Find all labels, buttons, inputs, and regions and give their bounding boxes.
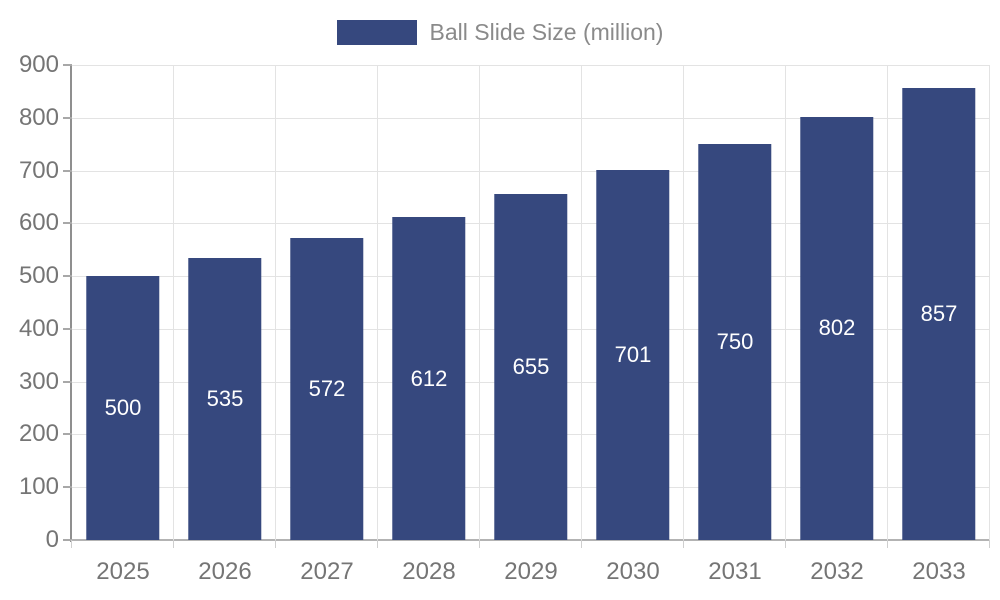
v-gridline <box>682 65 684 540</box>
y-axis-tick-label: 200 <box>18 420 59 448</box>
x-tick-mark <box>989 540 990 548</box>
x-axis-tick-label: 2030 <box>606 558 660 585</box>
y-axis-tick-label: 0 <box>45 526 59 553</box>
y-tick-mark <box>63 222 72 225</box>
x-tick-mark <box>478 540 480 548</box>
y-axis-line <box>70 65 72 542</box>
v-gridline <box>886 65 888 540</box>
bar-value-label: 701 <box>614 342 652 368</box>
x-axis-tick-label: 2029 <box>504 558 558 585</box>
legend-item-ball-slide-size[interactable]: Ball Slide Size (million) <box>336 19 664 46</box>
x-axis-line <box>64 539 990 541</box>
bar-2032: 802 <box>800 116 874 540</box>
legend: Ball Slide Size (million) <box>0 19 1000 46</box>
bar-value-label: 572 <box>308 376 346 402</box>
y-tick-mark <box>63 327 72 330</box>
v-gridline <box>785 65 786 540</box>
y-axis-tick-label: 300 <box>18 367 59 395</box>
v-gridline <box>274 65 276 540</box>
v-gridline <box>376 65 378 540</box>
h-gridline <box>72 170 990 172</box>
y-axis-tick-label: 700 <box>18 156 59 184</box>
x-tick-mark <box>172 540 174 548</box>
bar-2026: 535 <box>188 257 262 540</box>
bar-2030: 701 <box>596 170 670 540</box>
y-tick-mark <box>63 539 72 541</box>
y-tick-mark <box>63 433 72 436</box>
y-tick-mark <box>63 116 72 119</box>
v-gridline <box>478 65 480 540</box>
legend-label: Ball Slide Size (million) <box>429 19 664 45</box>
bar-value-label: 500 <box>104 395 142 421</box>
y-axis-tick-label: 400 <box>18 314 59 342</box>
x-axis-tick-label: 2031 <box>708 558 762 585</box>
x-axis-tick-label: 2033 <box>912 558 966 585</box>
y-axis-tick-label: 900 <box>18 51 59 78</box>
x-tick-mark <box>274 540 276 548</box>
legend-swatch <box>336 20 417 45</box>
v-gridline <box>172 65 174 540</box>
x-axis-tick-label: 2032 <box>810 558 864 585</box>
bar-2029: 655 <box>494 194 568 540</box>
x-axis-tick-label: 2026 <box>198 558 252 585</box>
y-axis-tick-label: 600 <box>18 209 59 237</box>
y-tick-mark <box>63 169 72 172</box>
x-axis-tick-label: 2028 <box>402 558 456 585</box>
bar-value-label: 750 <box>716 329 754 355</box>
y-tick-mark <box>63 275 72 278</box>
x-axis-tick-label: 2027 <box>300 558 354 585</box>
x-tick-mark <box>376 540 378 548</box>
y-axis-tick-label: 100 <box>18 473 59 501</box>
bar-value-label: 655 <box>512 354 550 380</box>
bar-2027: 572 <box>290 238 364 540</box>
bar-value-label: 612 <box>410 365 448 391</box>
x-tick-mark <box>886 540 888 548</box>
y-tick-mark <box>63 486 72 489</box>
bar-value-label: 857 <box>920 300 958 326</box>
x-tick-mark <box>71 540 72 548</box>
bar-2025: 500 <box>86 276 160 540</box>
v-gridline <box>581 65 582 540</box>
x-tick-mark <box>682 540 684 548</box>
plot-area: 0 100 200 300 400 500 600 700 800 900 500 2025 535 20… <box>19 53 990 584</box>
y-tick-mark <box>63 380 72 383</box>
bar-value-label: 535 <box>206 385 244 411</box>
bar-2031: 750 <box>698 144 772 540</box>
v-gridline <box>989 65 990 540</box>
x-tick-mark <box>785 540 786 548</box>
y-axis-tick-label: 500 <box>18 262 59 290</box>
y-tick-mark <box>63 64 72 66</box>
x-tick-mark <box>581 540 582 548</box>
y-axis-tick-label: 800 <box>18 103 59 131</box>
x-axis-tick-label: 2025 <box>96 558 150 585</box>
bar-value-label: 802 <box>818 315 856 341</box>
bar-2028: 612 <box>392 217 466 540</box>
bar-2033: 857 <box>902 87 976 540</box>
h-gridline <box>72 117 990 119</box>
h-gridline <box>72 65 990 66</box>
